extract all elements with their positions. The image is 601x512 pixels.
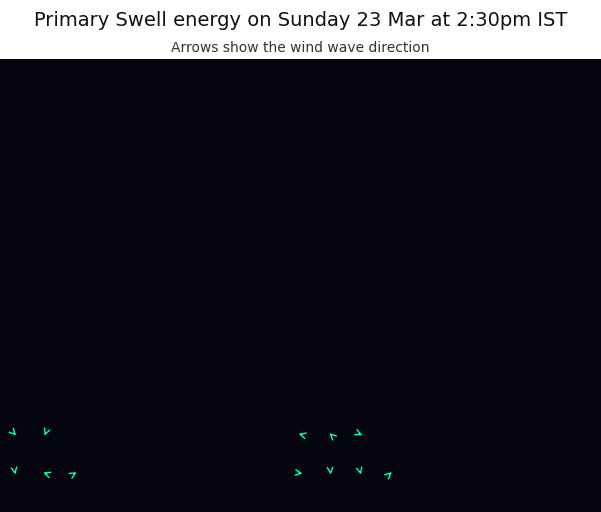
Text: Arrows show the wind wave direction: Arrows show the wind wave direction [171,41,430,55]
Text: Primary Swell energy on Sunday 23 Mar at 2:30pm IST: Primary Swell energy on Sunday 23 Mar at… [34,11,567,30]
